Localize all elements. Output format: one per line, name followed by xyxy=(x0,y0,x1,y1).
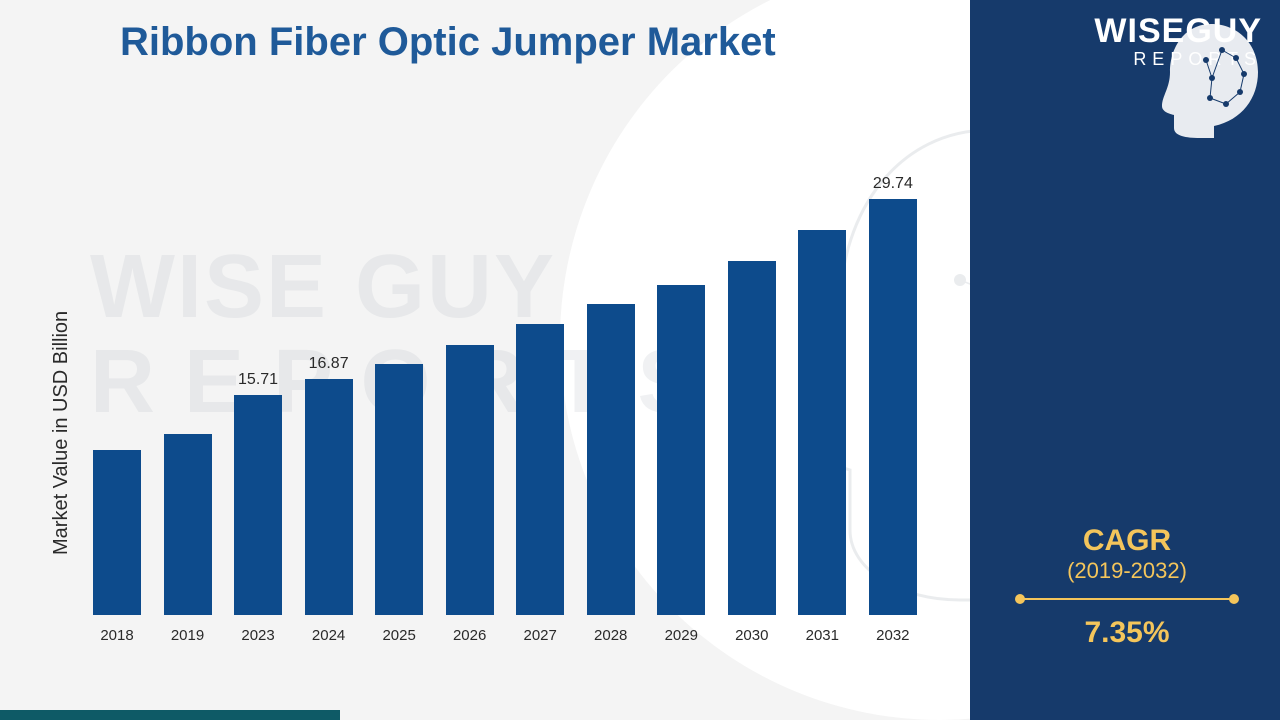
cagr-divider xyxy=(1020,598,1234,600)
cagr-block: CAGR (2019-2032) 7.35% xyxy=(1002,524,1252,650)
bar-rect xyxy=(234,395,282,615)
x-tick-label: 2032 xyxy=(876,627,909,644)
x-tick-label: 2023 xyxy=(241,627,274,644)
cagr-period: (2019-2032) xyxy=(1002,558,1252,584)
bar-column: 2031 xyxy=(795,230,849,615)
bar-rect xyxy=(728,261,776,615)
chart-stage: WISEGUY REPORTS CAGR (2019-2032) 7.35% W… xyxy=(0,0,1280,720)
bar-column: 2030 xyxy=(725,261,779,615)
x-tick-label: 2019 xyxy=(171,627,204,644)
cagr-value: 7.35% xyxy=(1002,616,1252,650)
x-tick-label: 2029 xyxy=(665,627,698,644)
bar-rect xyxy=(164,434,212,615)
bar-rect xyxy=(93,450,141,615)
bar-rect xyxy=(657,285,705,615)
x-tick-label: 2030 xyxy=(735,627,768,644)
bar-value-label: 15.71 xyxy=(238,371,278,389)
x-tick-label: 2031 xyxy=(806,627,839,644)
bar-rect xyxy=(798,230,846,615)
bar-rect xyxy=(587,304,635,615)
cagr-title: CAGR xyxy=(1002,524,1252,558)
right-panel: WISEGUY REPORTS CAGR (2019-2032) 7.35% xyxy=(970,0,1280,720)
x-tick-label: 2025 xyxy=(382,627,415,644)
bar-column: 2026 xyxy=(443,345,497,615)
bar-rect xyxy=(375,364,423,615)
bar-column: 16.872024 xyxy=(302,379,356,615)
bar-rect xyxy=(516,324,564,615)
bar-value-label: 16.87 xyxy=(309,355,349,373)
bar-column: 2027 xyxy=(513,324,567,615)
bar-column: 15.712023 xyxy=(231,395,285,615)
bar-value-label: 29.74 xyxy=(873,175,913,193)
bars-container: 2018 2019 15.712023 16.872024 2025 2026 2027 20… xyxy=(90,195,920,615)
bar-column: 2025 xyxy=(372,364,426,615)
brand-logo: WISEGUY REPORTS xyxy=(1094,14,1262,68)
bar-column: 2028 xyxy=(584,304,638,615)
bar-column: 2029 xyxy=(654,285,708,615)
bottom-accent-strip xyxy=(0,710,340,720)
x-tick-label: 2028 xyxy=(594,627,627,644)
bar-column: 2019 xyxy=(161,434,215,615)
bar-column: 29.742032 xyxy=(866,199,920,615)
bar-rect xyxy=(305,379,353,615)
x-tick-label: 2027 xyxy=(524,627,557,644)
chart-plot-area: 2018 2019 15.712023 16.872024 2025 2026 2027 20… xyxy=(90,195,920,615)
x-tick-label: 2026 xyxy=(453,627,486,644)
x-tick-label: 2024 xyxy=(312,627,345,644)
bar-rect xyxy=(869,199,917,615)
x-tick-label: 2018 xyxy=(100,627,133,644)
y-axis-label: Market Value in USD Billion xyxy=(50,311,73,555)
bar-rect xyxy=(446,345,494,615)
chart-title: Ribbon Fiber Optic Jumper Market xyxy=(120,20,776,65)
bar-column: 2018 xyxy=(90,450,144,615)
brand-head-icon xyxy=(1156,20,1266,140)
